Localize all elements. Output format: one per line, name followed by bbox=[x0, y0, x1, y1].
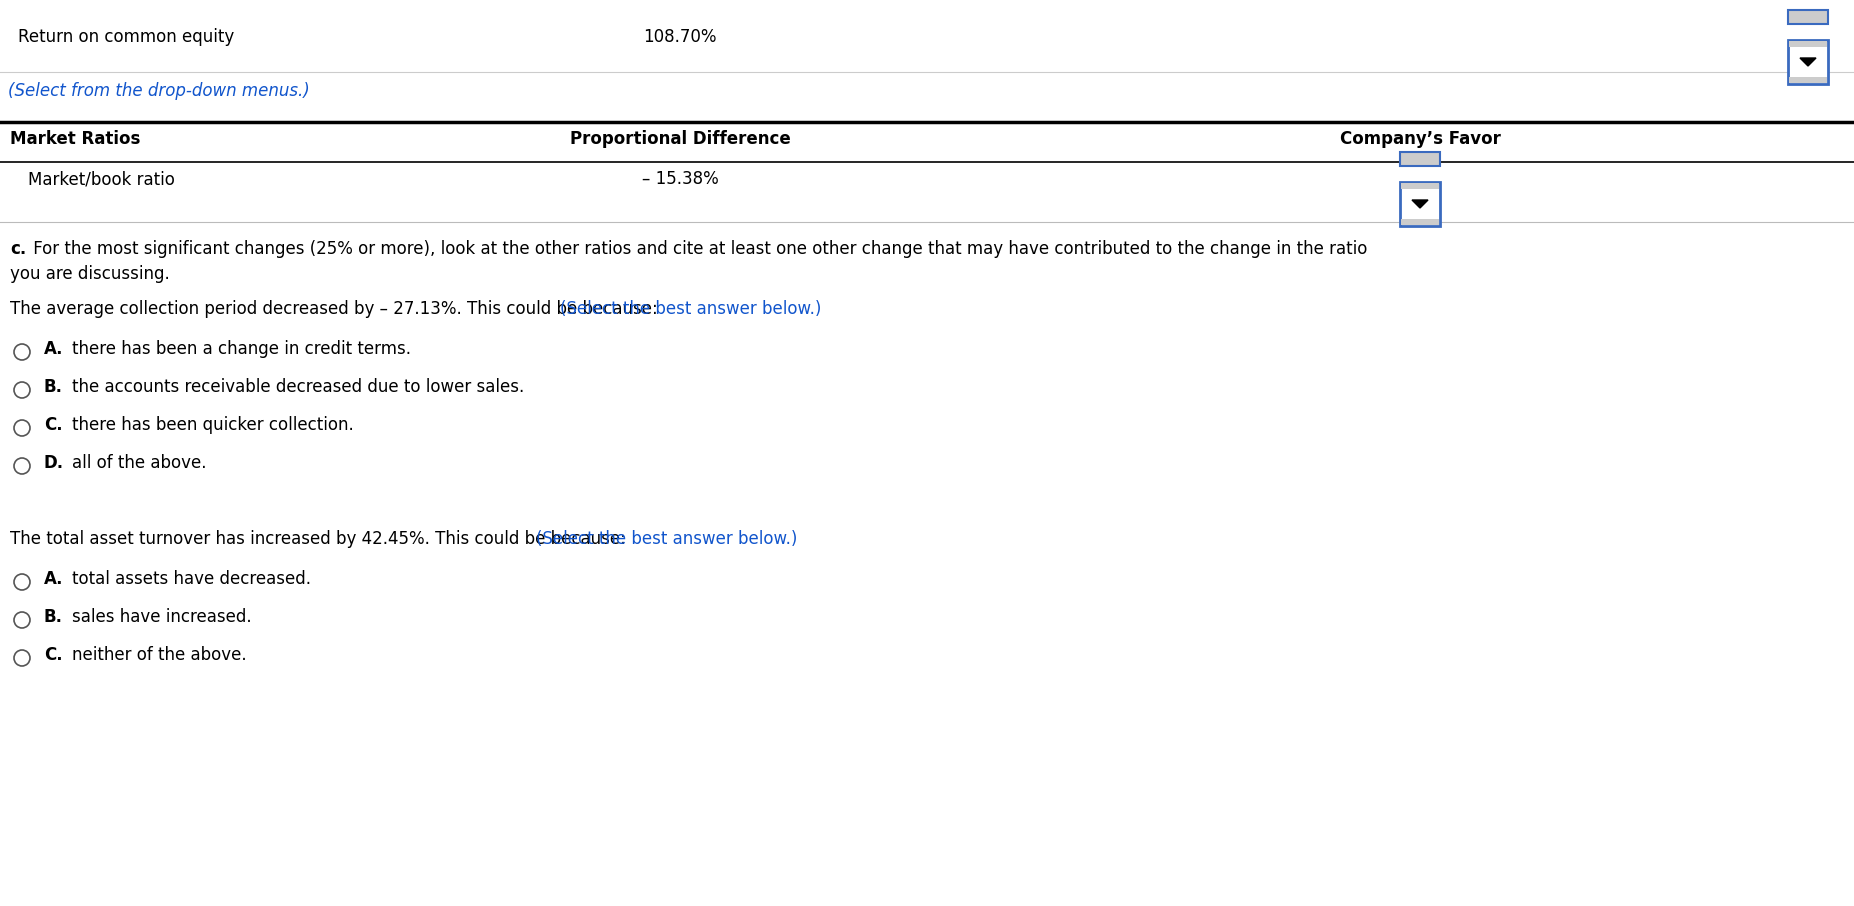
FancyBboxPatch shape bbox=[1400, 152, 1441, 166]
Text: The total asset turnover has increased by 42.45%. This could be because:: The total asset turnover has increased b… bbox=[9, 530, 636, 548]
Text: the accounts receivable decreased due to lower sales.: the accounts receivable decreased due to… bbox=[72, 378, 525, 396]
Text: Return on common equity: Return on common equity bbox=[19, 28, 234, 46]
Text: A.: A. bbox=[44, 340, 63, 358]
Text: Proportional Difference: Proportional Difference bbox=[569, 130, 790, 148]
Text: C.: C. bbox=[44, 646, 63, 664]
Text: total assets have decreased.: total assets have decreased. bbox=[72, 570, 311, 588]
Text: sales have increased.: sales have increased. bbox=[72, 608, 252, 626]
Text: B.: B. bbox=[44, 378, 63, 396]
Text: A.: A. bbox=[44, 570, 63, 588]
Text: Market/book ratio: Market/book ratio bbox=[28, 170, 174, 188]
Text: B.: B. bbox=[44, 608, 63, 626]
Text: – 15.38%: – 15.38% bbox=[641, 170, 717, 188]
Text: neither of the above.: neither of the above. bbox=[72, 646, 247, 664]
Text: D.: D. bbox=[44, 454, 65, 472]
Text: all of the above.: all of the above. bbox=[72, 454, 206, 472]
Polygon shape bbox=[1413, 200, 1428, 208]
FancyBboxPatch shape bbox=[1787, 40, 1828, 84]
Text: c.: c. bbox=[9, 240, 26, 258]
FancyBboxPatch shape bbox=[1787, 10, 1828, 24]
Text: (Select the best answer below.): (Select the best answer below.) bbox=[560, 300, 821, 318]
Text: 108.70%: 108.70% bbox=[643, 28, 717, 46]
Text: (Select from the drop-down menus.): (Select from the drop-down menus.) bbox=[7, 82, 310, 100]
Text: (Select the best answer below.): (Select the best answer below.) bbox=[536, 530, 797, 548]
Text: The average collection period decreased by – 27.13%. This could be because:: The average collection period decreased … bbox=[9, 300, 667, 318]
Text: Market Ratios: Market Ratios bbox=[9, 130, 141, 148]
Text: Company’s Favor: Company’s Favor bbox=[1340, 130, 1500, 148]
FancyBboxPatch shape bbox=[1400, 182, 1441, 226]
FancyBboxPatch shape bbox=[1402, 183, 1439, 189]
Text: For the most significant changes (25% or more), look at the other ratios and cit: For the most significant changes (25% or… bbox=[28, 240, 1368, 258]
FancyBboxPatch shape bbox=[1789, 41, 1826, 47]
Text: C.: C. bbox=[44, 416, 63, 434]
FancyBboxPatch shape bbox=[1789, 77, 1826, 83]
Polygon shape bbox=[1800, 58, 1817, 66]
Text: there has been quicker collection.: there has been quicker collection. bbox=[72, 416, 354, 434]
FancyBboxPatch shape bbox=[1402, 219, 1439, 225]
Text: there has been a change in credit terms.: there has been a change in credit terms. bbox=[72, 340, 412, 358]
Text: you are discussing.: you are discussing. bbox=[9, 265, 171, 283]
